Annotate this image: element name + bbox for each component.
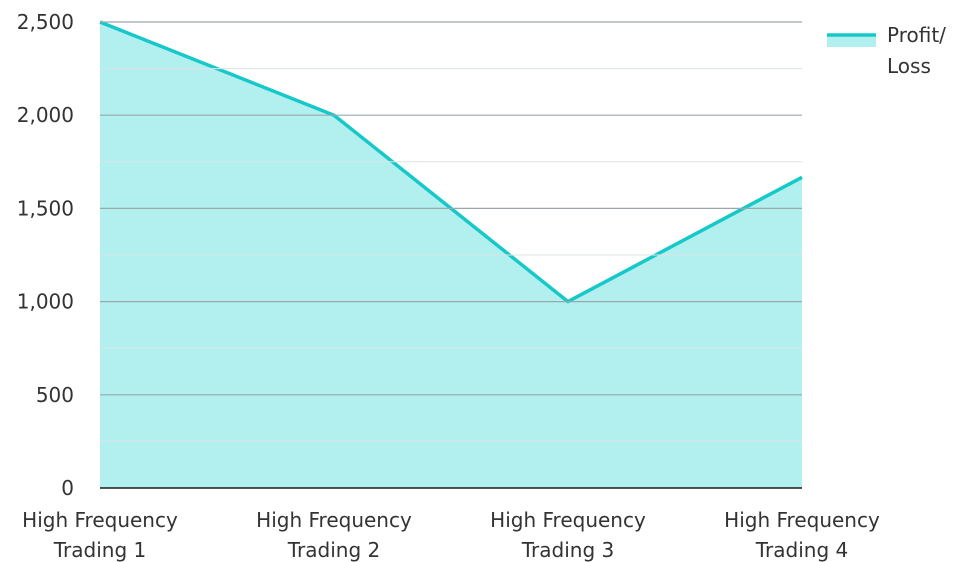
grid-layer (100, 21, 802, 442)
legend-label: Profit/Loss (887, 23, 946, 78)
y-tick-label: 1,000 (17, 290, 74, 314)
x-axis-ticks: High Frequency Trading 1 High Frequency Tra… (22, 508, 880, 562)
legend-swatch-fill (827, 35, 876, 47)
x-tick-label: High Frequency Trading 3 (490, 508, 646, 562)
y-axis-ticks: 0 500 1,000 1,500 2,000 2,500 (17, 10, 74, 500)
y-tick-label: 2,500 (17, 10, 74, 34)
x-tick-label: High Frequency Trading 4 (724, 508, 880, 562)
legend: Profit/Loss (827, 23, 946, 78)
x-tick-label: High Frequency Trading 1 (22, 508, 178, 562)
area-layer (99, 20, 804, 488)
y-tick-label: 2,000 (17, 103, 74, 127)
x-tick-label: High Frequency Trading 2 (256, 508, 412, 562)
data-point-4 (800, 175, 804, 179)
y-tick-label: 500 (36, 383, 74, 407)
y-tick-label: 0 (61, 476, 74, 500)
y-tick-label: 1,500 (17, 196, 74, 220)
